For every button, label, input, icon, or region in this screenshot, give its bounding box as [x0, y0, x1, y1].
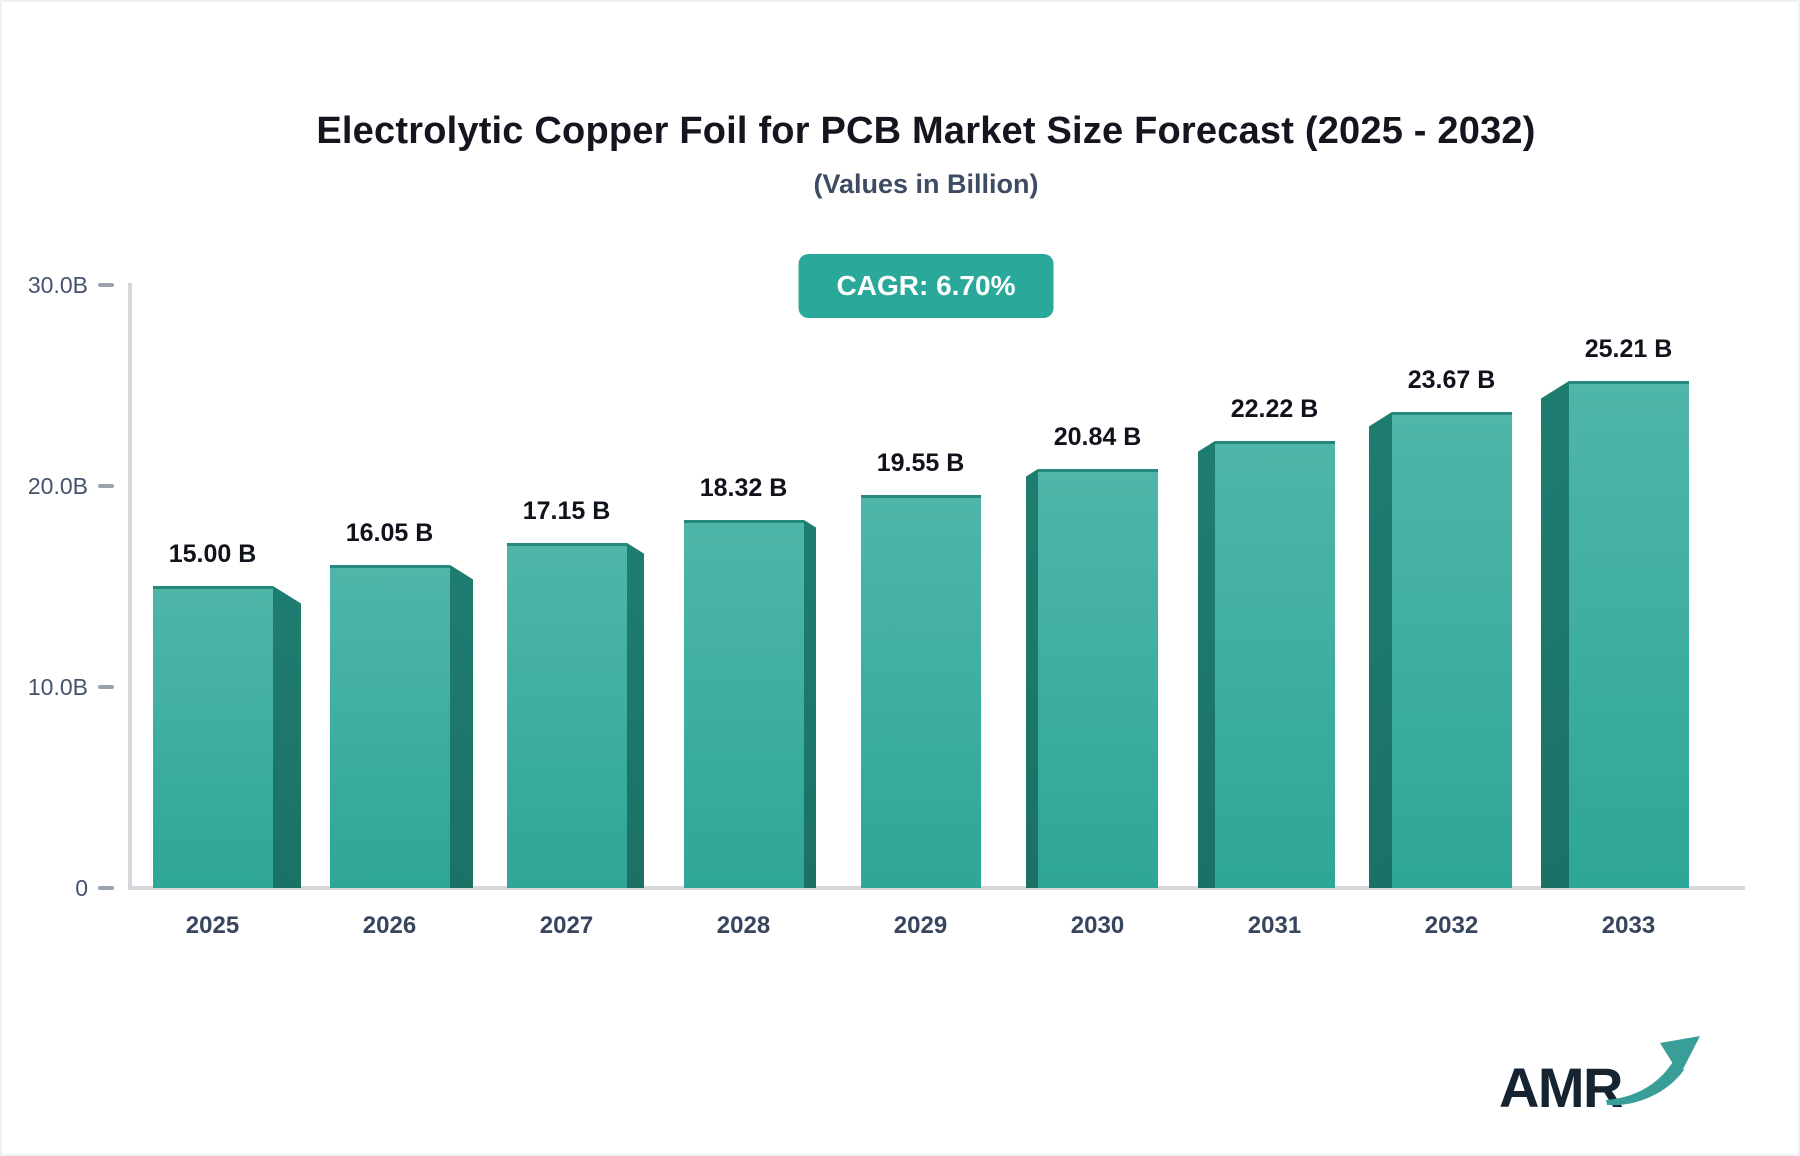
bar-front-face [1037, 469, 1158, 888]
bar-front-face [860, 495, 981, 888]
chart-header: Electrolytic Copper Foil for PCB Market … [0, 110, 1800, 200]
amr-logo: AMR [1499, 1030, 1712, 1116]
bar[interactable] [506, 543, 644, 888]
bar-value-label: 17.15 B [522, 497, 611, 525]
y-axis-line [128, 283, 132, 890]
x-tick-label: 2030 [1070, 912, 1125, 939]
bar[interactable] [152, 586, 301, 888]
x-tick-label: 2033 [1601, 912, 1656, 939]
bar-front-face [1568, 381, 1689, 888]
bar-value-label: 16.05 B [345, 519, 434, 547]
bar-value-label: 23.67 B [1407, 366, 1496, 394]
y-tick-label: 0 [75, 875, 88, 901]
x-tick-label: 2029 [893, 912, 948, 939]
bar-value-label: 20.84 B [1053, 423, 1142, 451]
bar-side-face [626, 543, 644, 888]
bar-side-face [449, 565, 473, 888]
y-tick-label: 20.0B [27, 473, 88, 499]
logo-text: AMR [1498, 1056, 1624, 1119]
y-tick-dash [98, 685, 114, 689]
y-tick-dash [98, 886, 114, 890]
cagr-badge: CAGR: 6.70% [798, 254, 1054, 318]
x-axis-line [128, 886, 1745, 890]
bar[interactable] [1197, 441, 1335, 888]
x-tick-label: 2032 [1424, 912, 1479, 939]
y-tick-label: 30.0B [27, 272, 88, 298]
bar-front-face [1391, 412, 1512, 888]
bar-front-face [1214, 441, 1335, 888]
bar[interactable] [1025, 469, 1158, 888]
growth-arrow-icon [1606, 1036, 1700, 1106]
bar-side-face [803, 520, 816, 888]
bar-side-face [1540, 381, 1569, 888]
bar-front-face [152, 586, 273, 888]
bar-value-label: 22.22 B [1230, 395, 1319, 423]
x-tick-label: 2025 [185, 912, 240, 939]
bar-value-label: 25.21 B [1584, 335, 1673, 363]
bar-front-face [506, 543, 627, 888]
y-tick-dash [98, 283, 114, 287]
x-tick-label: 2031 [1247, 912, 1302, 939]
bar-value-label: 15.00 B [168, 540, 257, 568]
bar[interactable] [683, 520, 816, 888]
x-tick-label: 2027 [539, 912, 594, 939]
y-tick-label: 10.0B [27, 674, 88, 700]
bar-front-face [329, 565, 450, 888]
chart-title: Electrolytic Copper Foil for PCB Market … [316, 110, 1536, 152]
x-tick-label: 2026 [362, 912, 417, 939]
bar[interactable] [1368, 412, 1512, 888]
bar-side-face [1197, 441, 1215, 888]
bar-side-face [272, 586, 301, 888]
bar-side-face [1025, 469, 1038, 888]
x-tick-label: 2028 [716, 912, 771, 939]
y-tick-dash [98, 484, 114, 488]
bar[interactable] [860, 495, 981, 888]
bar-value-label: 19.55 B [876, 449, 965, 477]
bar-value-label: 18.32 B [699, 474, 788, 502]
bar[interactable] [1540, 381, 1689, 888]
bar-side-face [1368, 412, 1392, 888]
chart-subtitle: (Values in Billion) [813, 169, 1039, 199]
bar-front-face [683, 520, 804, 888]
bar[interactable] [329, 565, 473, 888]
